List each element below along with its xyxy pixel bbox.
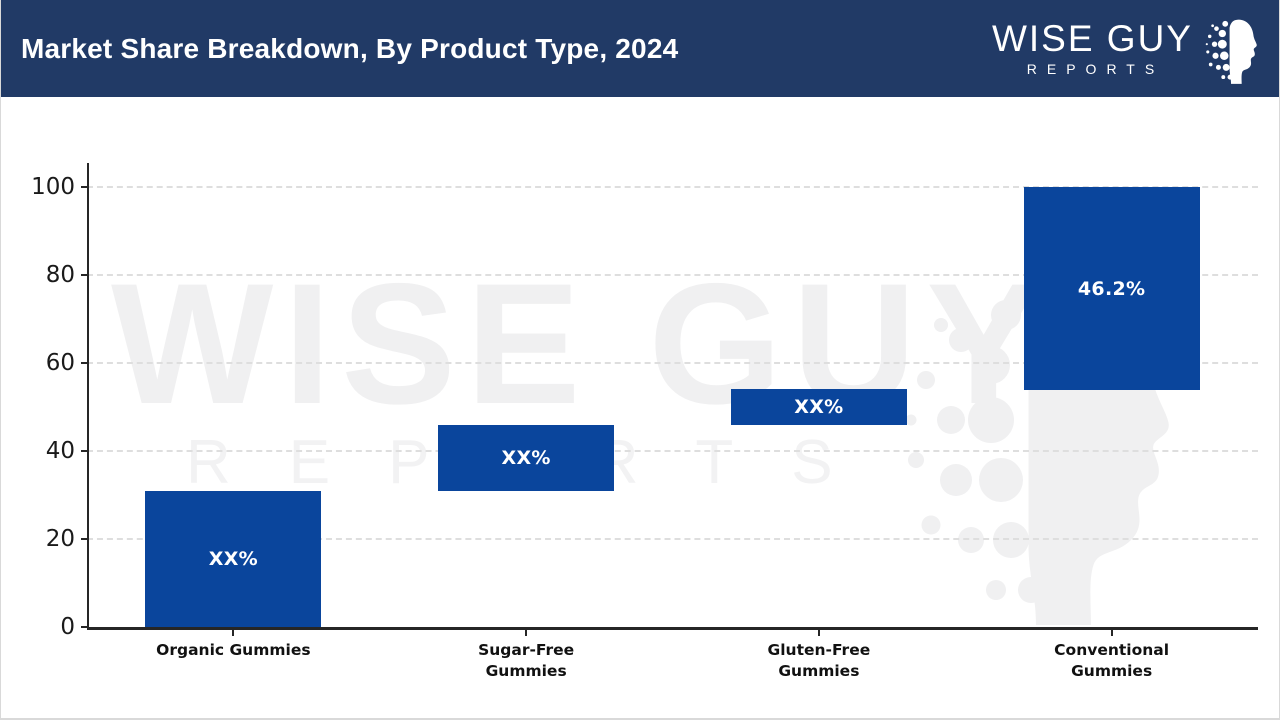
x-tick-label: Gluten-Free Gummies [767,641,871,680]
y-axis-tick [81,626,87,628]
y-tick-label: 40 [45,438,75,464]
brand-logo-text: WISE GUY REPORTS [992,20,1193,77]
brand-subtitle: REPORTS [1026,61,1165,77]
y-tick-label: 100 [31,174,75,200]
y-axis-tick [81,362,87,364]
gridline [87,538,1258,540]
y-axis-tick [81,274,87,276]
gridline [87,450,1258,452]
y-axis-tick [81,186,87,188]
y-tick-label: 60 [45,350,75,376]
bar-segment: XX% [438,424,615,491]
x-axis-tick [1110,630,1113,636]
bar-segment: XX% [730,389,907,425]
y-tick-label: 0 [60,614,75,640]
gridline [87,274,1258,276]
x-axis-tick [817,630,820,636]
brand-name: WISE GUY [991,18,1193,59]
y-axis-tick [81,538,87,540]
x-tick-label: Organic Gummies [156,641,311,659]
x-tick-label: Conventional Gummies [1054,641,1170,680]
y-axis-line [87,163,89,629]
y-tick-label: 20 [45,526,75,552]
bar-value-label: XX% [501,446,551,469]
gridline [87,362,1258,364]
page-title: Market Share Breakdown, By Product Type,… [21,32,679,64]
bar-value-label: XX% [794,395,844,418]
x-axis-tick [525,630,528,636]
x-tick-label: Sugar-Free Gummies [478,641,575,680]
bar-value-label: 46.2% [1077,277,1146,300]
brand-logo: WISE GUY REPORTS [992,14,1263,84]
bar-value-label: XX% [208,547,258,570]
dotted-head-icon [1205,19,1257,84]
header-bar: Market Share Breakdown, By Product Type,… [1,0,1279,97]
gridline [87,186,1258,188]
bar-segment: 46.2% [1023,187,1200,391]
x-axis-tick [232,630,235,636]
y-axis-tick [81,450,87,452]
bar-segment: XX% [145,490,322,627]
y-tick-label: 80 [45,262,75,288]
x-axis-line [87,627,1258,630]
